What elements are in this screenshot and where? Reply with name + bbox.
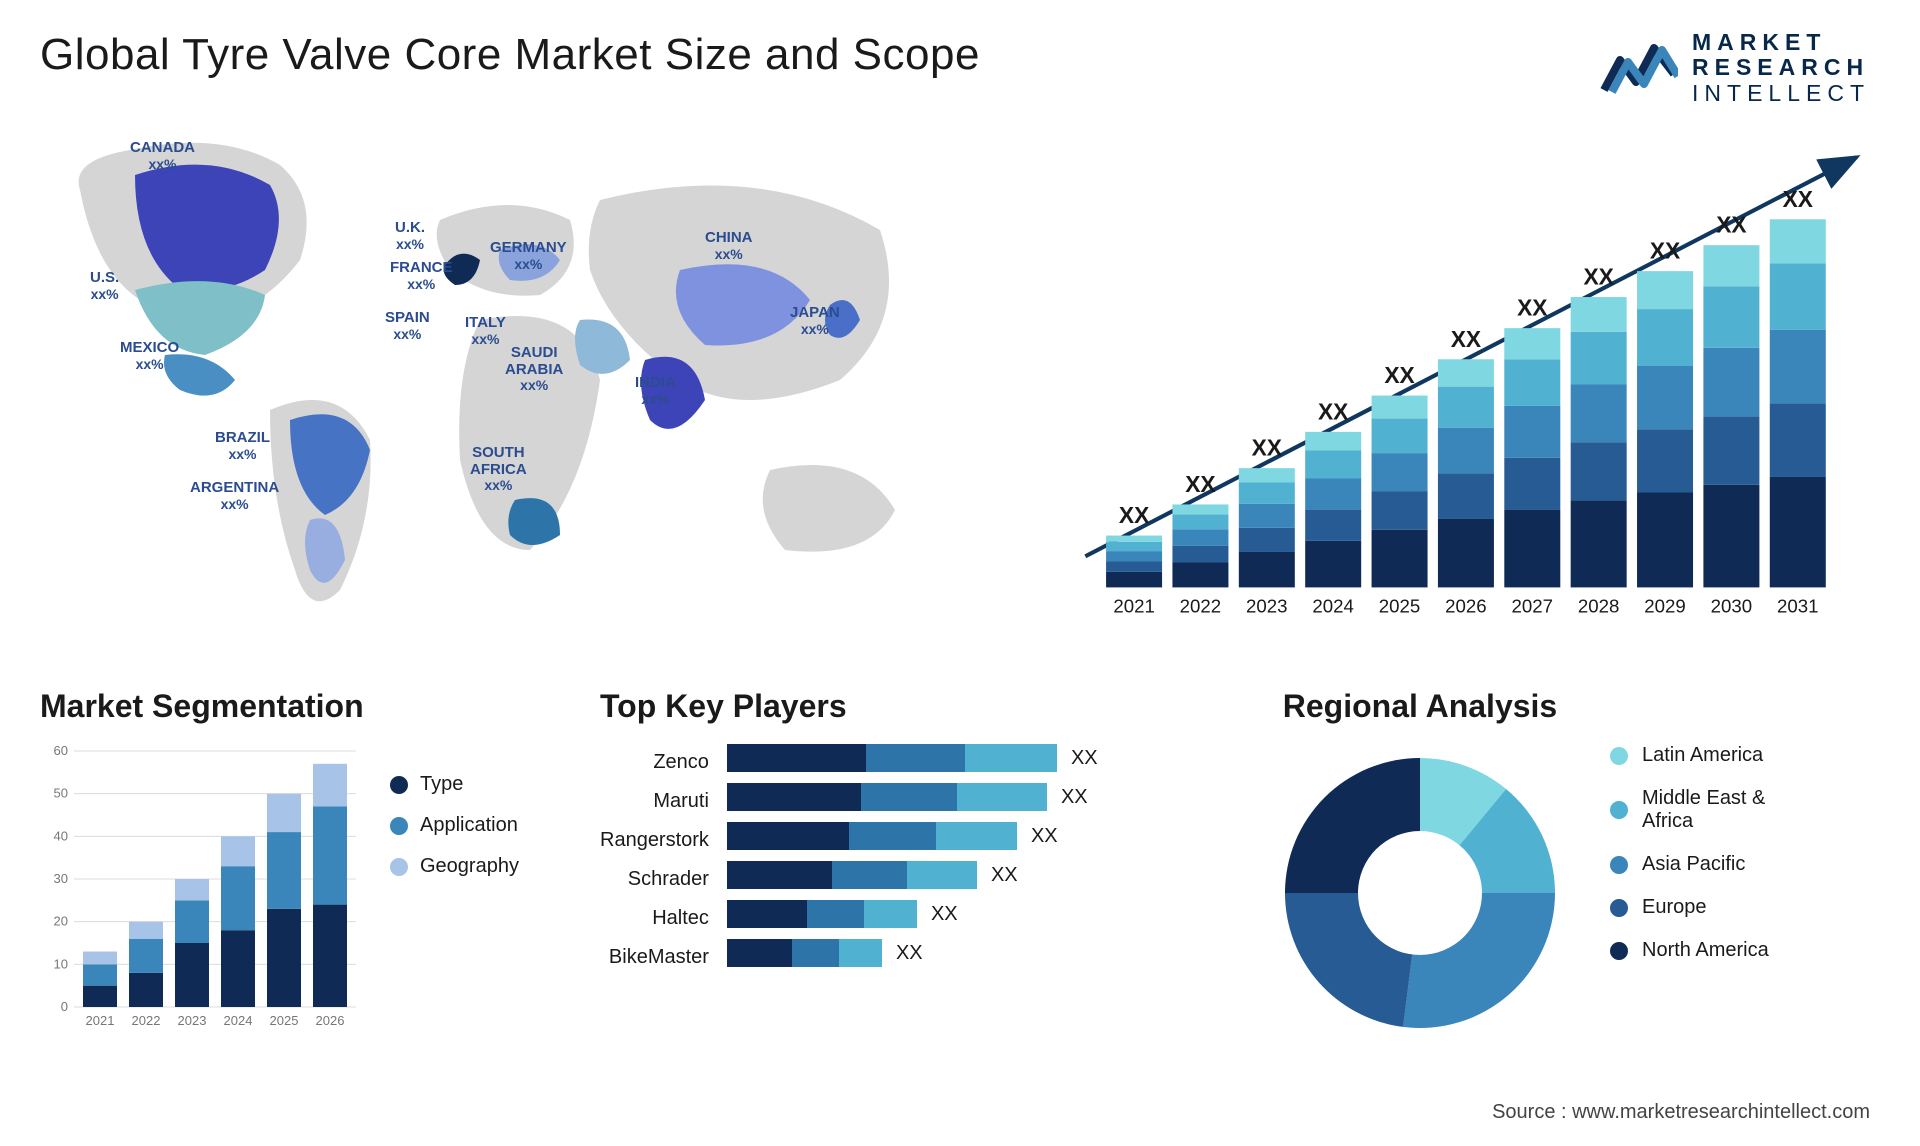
svg-text:2021: 2021 xyxy=(86,1013,115,1028)
player-bar-row: XX xyxy=(727,743,1220,773)
legend-item: Middle East &Africa xyxy=(1610,787,1769,833)
player-value: XX xyxy=(896,942,923,965)
segmentation-legend: Type Application Geography xyxy=(390,773,519,1033)
svg-text:2021: 2021 xyxy=(1113,595,1155,616)
player-bar-row: XX xyxy=(727,821,1220,851)
player-value: XX xyxy=(1061,786,1088,809)
map-label: U.K.xx% xyxy=(395,220,425,252)
legend-item: Latin America xyxy=(1610,744,1769,767)
svg-text:10: 10 xyxy=(54,956,68,971)
player-value: XX xyxy=(931,903,958,926)
players-names: ZencoMarutiRangerstorkSchraderHaltecBike… xyxy=(600,743,709,977)
player-value: XX xyxy=(1031,825,1058,848)
svg-text:2025: 2025 xyxy=(270,1013,299,1028)
player-value: XX xyxy=(1071,747,1098,770)
player-name: Zenco xyxy=(600,743,709,782)
world-map: CANADAxx% U.S.xx% MEXICOxx% BRAZILxx% ARGENT… xyxy=(40,100,960,660)
svg-text:XX: XX xyxy=(1185,471,1215,497)
player-bar-row: XX xyxy=(727,782,1220,812)
svg-text:XX: XX xyxy=(1318,398,1348,424)
logo-line1: MARKET xyxy=(1692,30,1870,55)
player-name: Schrader xyxy=(600,860,709,899)
player-value: XX xyxy=(991,864,1018,887)
map-label: ITALYxx% xyxy=(465,315,506,347)
legend-item: Type xyxy=(390,773,519,796)
logo-icon xyxy=(1600,40,1678,96)
legend-item: North America xyxy=(1610,939,1769,962)
map-label: MEXICOxx% xyxy=(120,340,179,372)
player-name: Maruti xyxy=(600,782,709,821)
regional-panel: Regional Analysis Latin America Middle Ea… xyxy=(1260,688,1880,1033)
growth-chart: XX 2021 XX 2022 XX 2023 XX 2024 XX 2025 XX 2026 XX 20… xyxy=(1000,100,1880,660)
player-bar-row: XX xyxy=(727,938,1220,968)
svg-text:2029: 2029 xyxy=(1644,595,1686,616)
map-label: SOUTHAFRICAxx% xyxy=(470,445,527,493)
map-label: CANADAxx% xyxy=(130,140,195,172)
svg-text:2023: 2023 xyxy=(178,1013,207,1028)
legend-item: Asia Pacific xyxy=(1610,853,1769,876)
svg-text:XX: XX xyxy=(1783,186,1813,212)
svg-text:40: 40 xyxy=(54,828,68,843)
map-label: SPAINxx% xyxy=(385,310,430,342)
map-label: GERMANYxx% xyxy=(490,240,567,272)
segmentation-title: Market Segmentation xyxy=(40,688,560,725)
map-label: ARGENTINAxx% xyxy=(190,480,279,512)
svg-text:XX: XX xyxy=(1583,264,1613,290)
players-bars: XXXXXXXXXXXX xyxy=(727,743,1220,977)
svg-text:2024: 2024 xyxy=(1312,595,1354,616)
segmentation-panel: Market Segmentation 0 10 20 30 40 50 60 2021 202… xyxy=(40,688,560,1033)
svg-text:XX: XX xyxy=(1517,295,1547,321)
map-label: U.S.xx% xyxy=(90,270,119,302)
regional-title: Regional Analysis xyxy=(1260,688,1580,725)
player-name: Rangerstork xyxy=(600,821,709,860)
players-panel: Top Key Players ZencoMarutiRangerstorkSc… xyxy=(600,688,1220,1033)
map-label: JAPANxx% xyxy=(790,305,840,337)
svg-text:2026: 2026 xyxy=(1445,595,1487,616)
players-title: Top Key Players xyxy=(600,688,1220,725)
svg-text:XX: XX xyxy=(1384,362,1414,388)
brand-logo: MARKET RESEARCH INTELLECT xyxy=(1600,30,1870,106)
player-name: BikeMaster xyxy=(600,938,709,977)
svg-text:60: 60 xyxy=(54,743,68,758)
svg-text:2023: 2023 xyxy=(1246,595,1288,616)
player-name: Haltec xyxy=(600,899,709,938)
regional-legend: Latin America Middle East &Africa Asia Pac… xyxy=(1610,744,1769,982)
map-label: CHINAxx% xyxy=(705,230,753,262)
svg-text:2028: 2028 xyxy=(1578,595,1620,616)
logo-line2: RESEARCH xyxy=(1692,55,1870,80)
segmentation-chart: 0 10 20 30 40 50 60 2021 2022 2023 2024 2025 2026 xyxy=(40,743,360,1033)
svg-text:2030: 2030 xyxy=(1711,595,1753,616)
svg-text:XX: XX xyxy=(1716,212,1746,238)
svg-text:2026: 2026 xyxy=(316,1013,345,1028)
legend-item: Geography xyxy=(390,855,519,878)
svg-text:XX: XX xyxy=(1119,502,1149,528)
svg-text:2024: 2024 xyxy=(224,1013,253,1028)
svg-text:2031: 2031 xyxy=(1777,595,1819,616)
svg-text:XX: XX xyxy=(1451,326,1481,352)
svg-text:0: 0 xyxy=(61,999,68,1014)
svg-text:2022: 2022 xyxy=(132,1013,161,1028)
map-label: BRAZILxx% xyxy=(215,430,270,462)
map-label: FRANCExx% xyxy=(390,260,453,292)
legend-item: Application xyxy=(390,814,519,837)
map-label: INDIAxx% xyxy=(635,375,676,407)
legend-item: Europe xyxy=(1610,896,1769,919)
svg-text:30: 30 xyxy=(54,871,68,886)
svg-text:20: 20 xyxy=(54,914,68,929)
svg-text:XX: XX xyxy=(1252,435,1282,461)
player-bar-row: XX xyxy=(727,860,1220,890)
svg-text:2025: 2025 xyxy=(1379,595,1421,616)
svg-text:50: 50 xyxy=(54,786,68,801)
svg-text:2022: 2022 xyxy=(1180,595,1222,616)
source-label: Source : www.marketresearchintellect.com xyxy=(1492,1101,1870,1124)
map-label: SAUDIARABIAxx% xyxy=(505,345,563,393)
svg-text:2027: 2027 xyxy=(1512,595,1554,616)
svg-text:XX: XX xyxy=(1650,238,1680,264)
player-bar-row: XX xyxy=(727,899,1220,929)
donut-chart xyxy=(1260,743,1580,1033)
